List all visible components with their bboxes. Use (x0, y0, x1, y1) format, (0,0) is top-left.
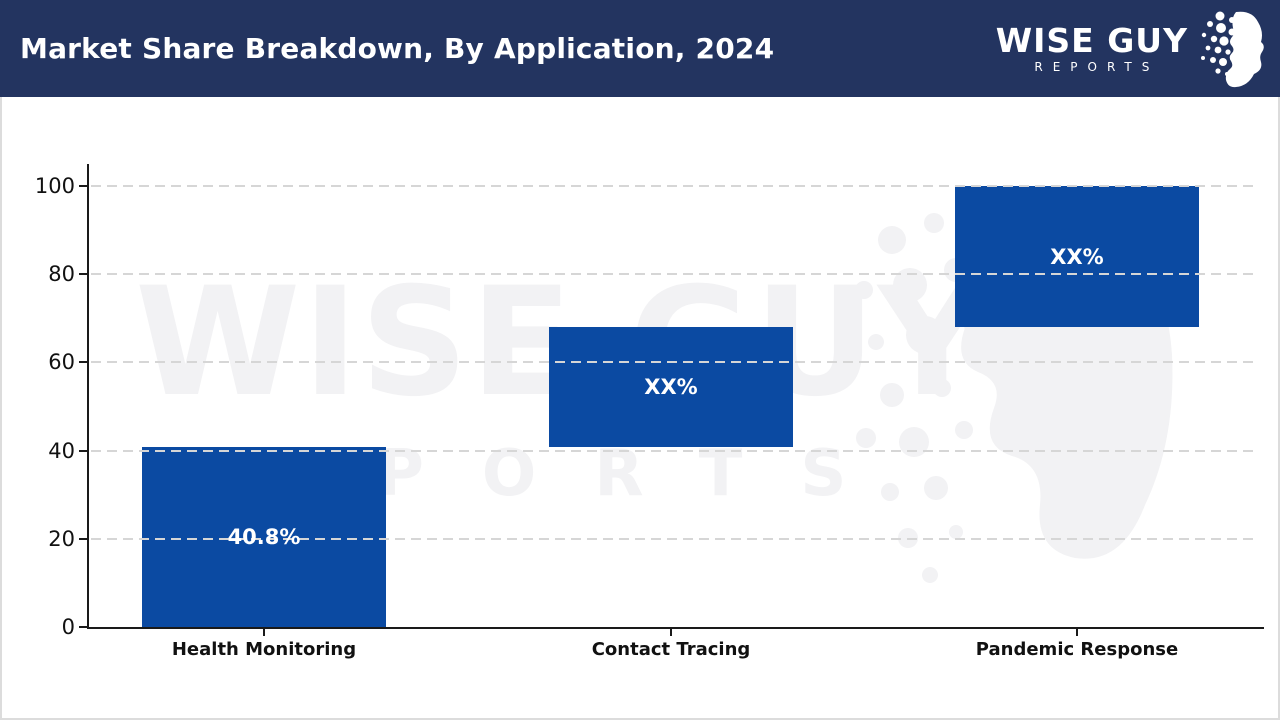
y-tick-label: 100 (34, 174, 75, 198)
gridline-60 (91, 361, 1253, 364)
y-tick-mark (79, 361, 88, 364)
y-tick-label: 60 (48, 350, 75, 375)
y-tick-mark (79, 449, 88, 452)
x-axis-line (87, 627, 1264, 629)
y-tick-mark (79, 626, 88, 628)
bar-value-label: 40.8% (227, 525, 301, 550)
bar-value-label: XX% (1050, 244, 1104, 269)
y-tick-label: 0 (61, 615, 75, 639)
bar-1 (142, 447, 386, 627)
x-category-label: Contact Tracing (591, 639, 751, 660)
y-tick-mark (79, 537, 88, 540)
header-band: Market Share Breakdown, By Application, … (0, 0, 1280, 97)
y-tick-mark (79, 185, 88, 187)
y-tick-mark (79, 273, 88, 276)
brand-head-icon (1201, 11, 1264, 88)
bar-value-label: XX% (644, 375, 698, 400)
x-category-label: Pandemic Response (975, 639, 1179, 660)
x-tick-mark (670, 628, 672, 636)
bar-3 (955, 186, 1199, 328)
bar-2 (549, 327, 793, 448)
y-tick-label: 80 (48, 262, 75, 287)
x-category-label: Health Monitoring (171, 639, 357, 660)
y-axis-line (87, 164, 89, 629)
chart-title: Market Share Breakdown, By Application, … (20, 32, 775, 65)
brand-logo-text: WISE GUY REPORTS (996, 24, 1188, 74)
brand-name: WISE GUY (995, 21, 1188, 61)
brand-subname: REPORTS (1034, 59, 1160, 74)
x-tick-mark (263, 628, 265, 636)
x-tick-mark (1076, 628, 1078, 636)
gridline-80 (91, 273, 1253, 276)
brand-logo: WISE GUY REPORTS (996, 8, 1264, 90)
gridline-40 (91, 449, 1253, 452)
gridline-20 (91, 537, 1253, 540)
y-tick-label: 20 (48, 526, 75, 551)
y-tick-label: 40 (48, 438, 75, 463)
gridline-100 (91, 185, 1253, 187)
